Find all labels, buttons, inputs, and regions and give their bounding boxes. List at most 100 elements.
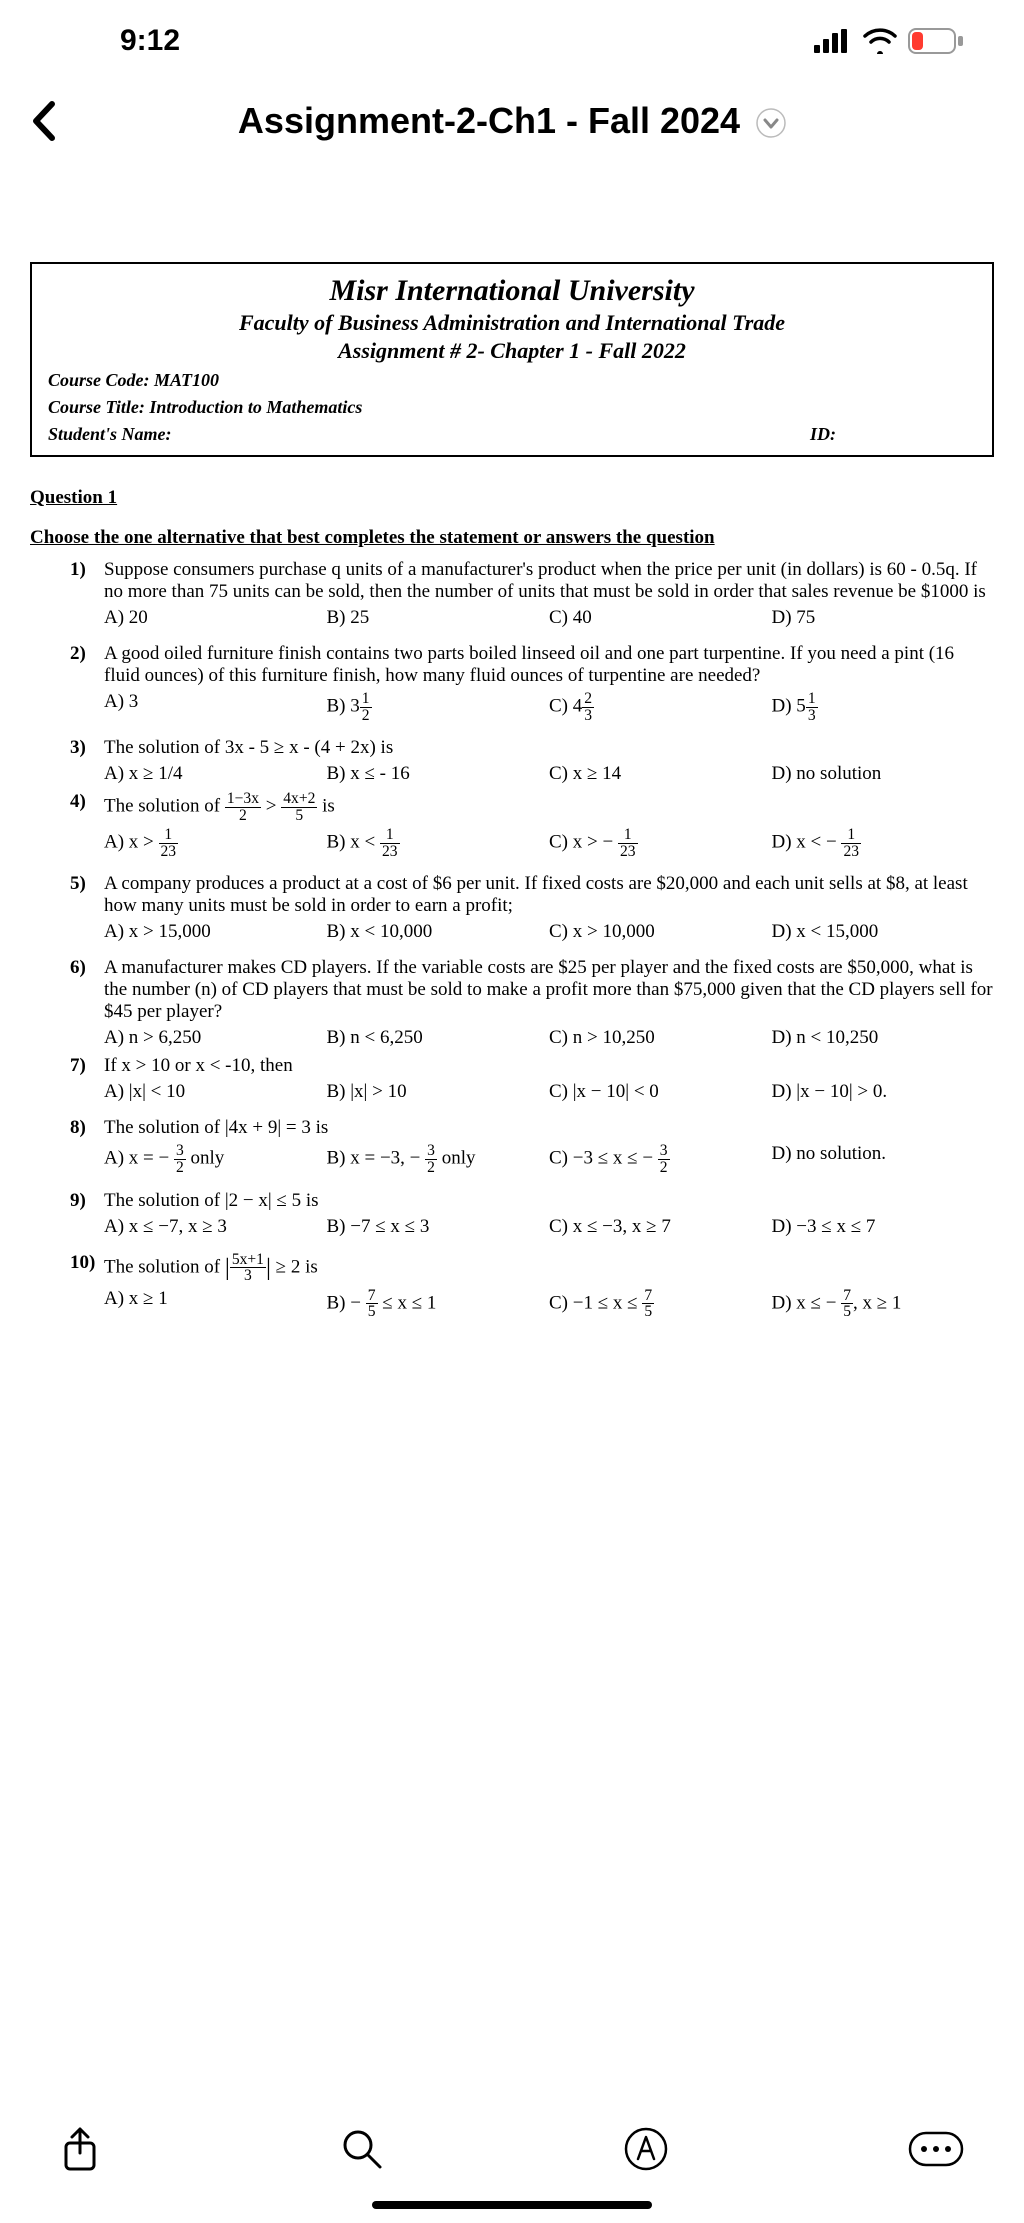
q6-choice-d: D) n < 10,250 bbox=[772, 1027, 995, 1049]
q6-choice-a: A) n > 6,250 bbox=[104, 1027, 327, 1049]
id-label: ID: bbox=[810, 424, 836, 445]
q3-choice-c: C) x ≥ 14 bbox=[549, 763, 772, 785]
q2-number: 2) bbox=[70, 643, 104, 687]
question-8: 8) The solution of |4x + 9| = 3 is bbox=[30, 1117, 994, 1139]
q8-choice-d: D) no solution. bbox=[772, 1143, 995, 1175]
status-icons bbox=[814, 28, 964, 54]
q3-choice-b: B) x ≤ - 16 bbox=[327, 763, 550, 785]
q10-choice-c: C) −1 ≤ x ≤ 75 bbox=[549, 1288, 772, 1320]
assignment-title: Assignment # 2- Chapter 1 - Fall 2022 bbox=[48, 338, 976, 364]
q5-number: 5) bbox=[70, 873, 104, 917]
question-7: 7) If x > 10 or x < -10, then bbox=[30, 1055, 994, 1077]
q1-text: Suppose consumers purchase q units of a … bbox=[104, 559, 994, 603]
q1-number: 1) bbox=[70, 559, 104, 603]
nav-title: Assignment-2-Ch1 - Fall 2024 bbox=[100, 100, 924, 142]
q8-choice-c: C) −3 ≤ x ≤ − 32 bbox=[549, 1143, 772, 1175]
section-header: Question 1 bbox=[30, 487, 994, 509]
q9-choice-a: A) x ≤ −7, x ≥ 3 bbox=[104, 1216, 327, 1238]
q4-text: The solution of 1−3x2 > 4x+25 is bbox=[104, 791, 994, 823]
cellular-icon bbox=[814, 29, 852, 53]
q4-choice-c: C) x > − 123 bbox=[549, 827, 772, 859]
q10-choice-b: B) − 75 ≤ x ≤ 1 bbox=[327, 1288, 550, 1320]
home-indicator[interactable] bbox=[372, 2201, 652, 2209]
q2-text: A good oiled furniture finish contains t… bbox=[104, 643, 994, 687]
q8-text: The solution of |4x + 9| = 3 is bbox=[104, 1117, 994, 1139]
q8-choice-a: A) x = − 32 only bbox=[104, 1143, 327, 1175]
university-name: Misr International University bbox=[48, 274, 976, 308]
more-icon[interactable] bbox=[908, 2131, 964, 2167]
q5-choice-b: B) x < 10,000 bbox=[327, 921, 550, 943]
q9-text: The solution of |2 − x| ≤ 5 is bbox=[104, 1190, 994, 1212]
q7-number: 7) bbox=[70, 1055, 104, 1077]
q5-choice-c: C) x > 10,000 bbox=[549, 921, 772, 943]
q10-choices: A) x ≥ 1 B) − 75 ≤ x ≤ 1 C) −1 ≤ x ≤ 75 … bbox=[30, 1288, 994, 1320]
q7-choices: A) |x| < 10 B) |x| > 10 C) |x − 10| < 0 … bbox=[30, 1081, 994, 1103]
question-4: 4) The solution of 1−3x2 > 4x+25 is bbox=[30, 791, 994, 823]
q1-choice-c: C) 40 bbox=[549, 607, 772, 629]
q4-choice-a: A) x > 123 bbox=[104, 827, 327, 859]
markup-icon[interactable] bbox=[624, 2127, 668, 2171]
q8-number: 8) bbox=[70, 1117, 104, 1139]
q6-number: 6) bbox=[70, 957, 104, 1023]
q4-choices: A) x > 123 B) x < 123 C) x > − 123 D) x … bbox=[30, 827, 994, 859]
q8-choice-b: B) x = −3, − 32 only bbox=[327, 1143, 550, 1175]
chevron-down-icon[interactable] bbox=[756, 108, 786, 138]
question-5: 5) A company produces a product at a cos… bbox=[30, 873, 994, 917]
q3-choice-a: A) x ≥ 1/4 bbox=[104, 763, 327, 785]
q6-choice-c: C) n > 10,250 bbox=[549, 1027, 772, 1049]
q6-choice-b: B) n < 6,250 bbox=[327, 1027, 550, 1049]
q8-choices: A) x = − 32 only B) x = −3, − 32 only C)… bbox=[30, 1143, 994, 1175]
q10-choice-d: D) x ≤ − 75, x ≥ 1 bbox=[772, 1288, 995, 1320]
questions-section: Question 1 Choose the one alternative th… bbox=[30, 487, 994, 1320]
q6-choices: A) n > 6,250 B) n < 6,250 C) n > 10,250 … bbox=[30, 1027, 994, 1049]
q7-choice-d: D) |x − 10| > 0. bbox=[772, 1081, 995, 1103]
question-9: 9) The solution of |2 − x| ≤ 5 is bbox=[30, 1190, 994, 1212]
q1-choice-b: B) 25 bbox=[327, 607, 550, 629]
q6-text: A manufacturer makes CD players. If the … bbox=[104, 957, 994, 1023]
q9-choice-c: C) x ≤ −3, x ≥ 7 bbox=[549, 1216, 772, 1238]
q10-text: The solution of |5x+13| ≥ 2 is bbox=[104, 1252, 994, 1284]
section-instruction: Choose the one alternative that best com… bbox=[30, 527, 994, 549]
q4-choice-b: B) x < 123 bbox=[327, 827, 550, 859]
battery-icon bbox=[908, 28, 964, 54]
q5-text: A company produces a product at a cost o… bbox=[104, 873, 994, 917]
q7-choice-c: C) |x − 10| < 0 bbox=[549, 1081, 772, 1103]
q5-choice-a: A) x > 15,000 bbox=[104, 921, 327, 943]
q2-choice-b: B) 312 bbox=[327, 691, 550, 723]
q1-choice-d: D) 75 bbox=[772, 607, 995, 629]
q7-choice-b: B) |x| > 10 bbox=[327, 1081, 550, 1103]
student-name-label: Student's Name: bbox=[48, 424, 172, 445]
faculty-name: Faculty of Business Administration and I… bbox=[48, 310, 976, 336]
q4-choice-d: D) x < − 123 bbox=[772, 827, 995, 859]
wifi-icon bbox=[862, 28, 898, 54]
question-10: 10) The solution of |5x+13| ≥ 2 is bbox=[30, 1252, 994, 1284]
q10-number: 10) bbox=[70, 1252, 104, 1284]
q9-choice-b: B) −7 ≤ x ≤ 3 bbox=[327, 1216, 550, 1238]
q3-number: 3) bbox=[70, 737, 104, 759]
q1-choices: A) 20 B) 25 C) 40 D) 75 bbox=[30, 607, 994, 629]
nav-bar: Assignment-2-Ch1 - Fall 2024 bbox=[0, 70, 1024, 172]
q3-choices: A) x ≥ 1/4 B) x ≤ - 16 C) x ≥ 14 D) no s… bbox=[30, 763, 994, 785]
question-3: 3) The solution of 3x - 5 ≥ x - (4 + 2x)… bbox=[30, 737, 994, 759]
q5-choices: A) x > 15,000 B) x < 10,000 C) x > 10,00… bbox=[30, 921, 994, 943]
q7-choice-a: A) |x| < 10 bbox=[104, 1081, 327, 1103]
q2-choice-d: D) 513 bbox=[772, 691, 995, 723]
q2-choices: A) 3 B) 312 C) 423 D) 513 bbox=[30, 691, 994, 723]
q2-choice-a: A) 3 bbox=[104, 691, 327, 723]
status-bar: 9:12 bbox=[0, 0, 1024, 70]
course-code: Course Code: MAT100 bbox=[48, 370, 976, 391]
q7-text: If x > 10 or x < -10, then bbox=[104, 1055, 994, 1077]
course-title: Course Title: Introduction to Mathematic… bbox=[48, 397, 976, 418]
q9-choices: A) x ≤ −7, x ≥ 3 B) −7 ≤ x ≤ 3 C) x ≤ −3… bbox=[30, 1216, 994, 1238]
search-icon[interactable] bbox=[340, 2127, 384, 2171]
q3-text: The solution of 3x - 5 ≥ x - (4 + 2x) is bbox=[104, 737, 994, 759]
question-1: 1) Suppose consumers purchase q units of… bbox=[30, 559, 994, 603]
share-icon[interactable] bbox=[60, 2125, 100, 2173]
q9-number: 9) bbox=[70, 1190, 104, 1212]
question-2: 2) A good oiled furniture finish contain… bbox=[30, 643, 994, 687]
document-header-box: Misr International University Faculty of… bbox=[30, 262, 994, 457]
q4-number: 4) bbox=[70, 791, 104, 823]
q1-choice-a: A) 20 bbox=[104, 607, 327, 629]
back-icon[interactable] bbox=[30, 100, 60, 142]
q3-choice-d: D) no solution bbox=[772, 763, 995, 785]
